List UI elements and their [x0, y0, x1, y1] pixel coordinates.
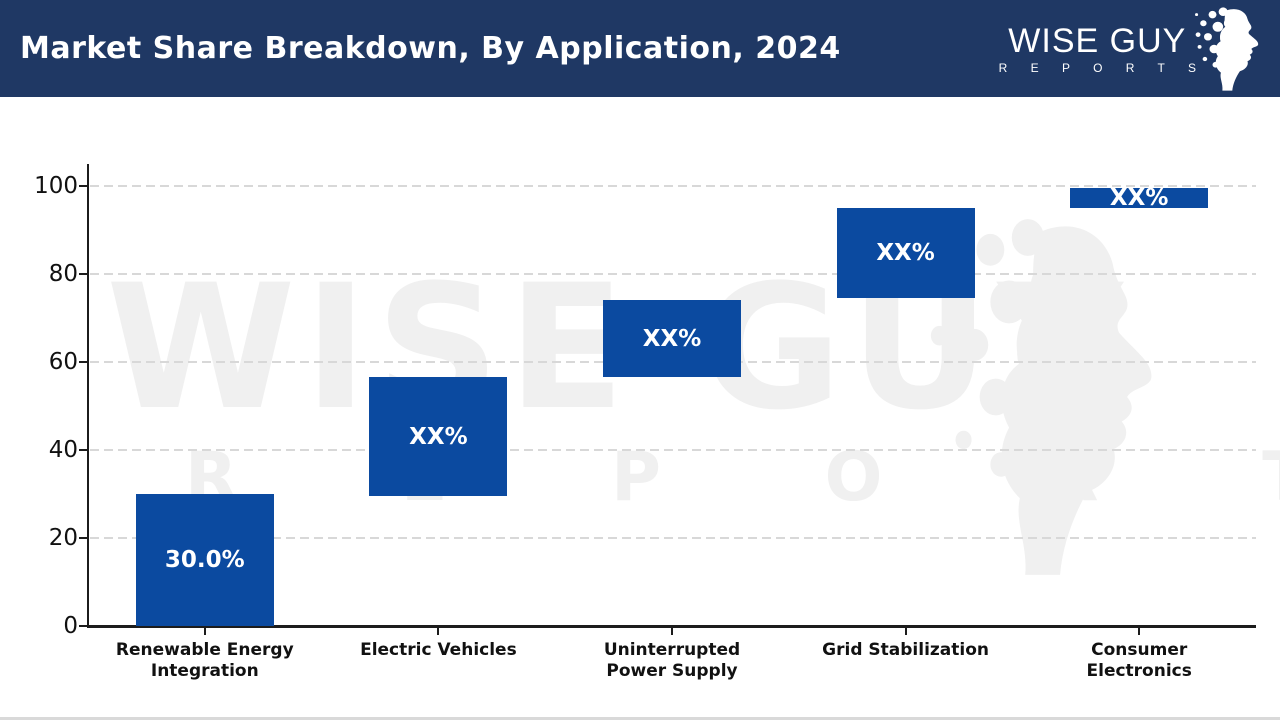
- wiseguy-face-icon: [1195, 7, 1259, 91]
- x-category-label-line: Electronics: [1086, 661, 1192, 681]
- y-tick-mark: [79, 449, 87, 451]
- x-category-label-line: Renewable Energy: [115, 640, 294, 660]
- x-category-label: Uninterrupted Power Supply: [552, 640, 792, 682]
- bottom-edge-line: [0, 717, 1280, 720]
- x-category-label-line: Integration: [150, 661, 259, 681]
- wiseguy-logo: WISE GUY R E P O R T S: [989, 6, 1268, 92]
- gridline-y80: [90, 273, 1256, 275]
- y-tick-label: 60: [48, 349, 78, 375]
- bar: 30.0%: [135, 494, 274, 626]
- x-tick-mark: [904, 628, 907, 635]
- y-tick-label: 20: [48, 525, 78, 551]
- x-category-label-line: Consumer: [1091, 640, 1188, 660]
- x-category-label-line: Electric Vehicles: [360, 640, 517, 660]
- gridline-y20: [90, 537, 1256, 539]
- x-category-label-line: Grid Stabilization: [822, 640, 990, 660]
- logo-wordmark: WISE GUY: [1008, 21, 1187, 60]
- y-tick-mark: [79, 537, 87, 539]
- gridline-y100: [90, 185, 1256, 187]
- x-category-label-line: Uninterrupted: [603, 640, 741, 660]
- logo-wordmark-group: WISE GUY R E P O R T S: [989, 24, 1206, 75]
- page-title: Market Share Breakdown, By Application, …: [20, 31, 841, 66]
- x-category-label: Renewable Energy Integration: [85, 640, 325, 682]
- y-tick-mark: [79, 361, 87, 363]
- bar-value-label: XX%: [409, 423, 468, 450]
- logo-sub-wordmark: R E P O R T S: [998, 60, 1206, 75]
- bar: XX%: [836, 208, 975, 299]
- y-axis-line: [87, 164, 89, 628]
- x-tick-mark: [671, 628, 673, 635]
- bar-value-label: XX%: [1109, 184, 1169, 211]
- x-tick-mark: [437, 628, 440, 635]
- x-category-label: Consumer Electronics: [1019, 640, 1259, 682]
- bar: XX%: [369, 377, 508, 497]
- x-category-label-line: Power Supply: [606, 661, 738, 681]
- x-category-label: Electric Vehicles: [318, 640, 558, 661]
- y-tick-label: 0: [63, 613, 78, 639]
- y-tick-label: 40: [48, 437, 78, 463]
- bar-value-label: 30.0%: [164, 547, 245, 573]
- x-tick-mark: [203, 628, 206, 635]
- y-tick-mark: [79, 273, 87, 275]
- y-tick-label: 80: [48, 261, 78, 287]
- bar: XX%: [603, 300, 741, 378]
- bar-value-label: XX%: [642, 325, 702, 352]
- y-tick-label: 100: [34, 173, 78, 199]
- x-category-label: Grid Stabilization: [786, 640, 1026, 661]
- y-tick-mark: [79, 625, 87, 627]
- y-tick-mark: [79, 185, 87, 187]
- bar: XX%: [1070, 184, 1209, 211]
- header-bar: Market Share Breakdown, By Application, …: [0, 0, 1280, 97]
- bar-value-label: XX%: [876, 240, 935, 267]
- x-tick-mark: [1138, 628, 1141, 635]
- x-axis-line: [87, 625, 1256, 628]
- gridline-y40: [90, 449, 1256, 451]
